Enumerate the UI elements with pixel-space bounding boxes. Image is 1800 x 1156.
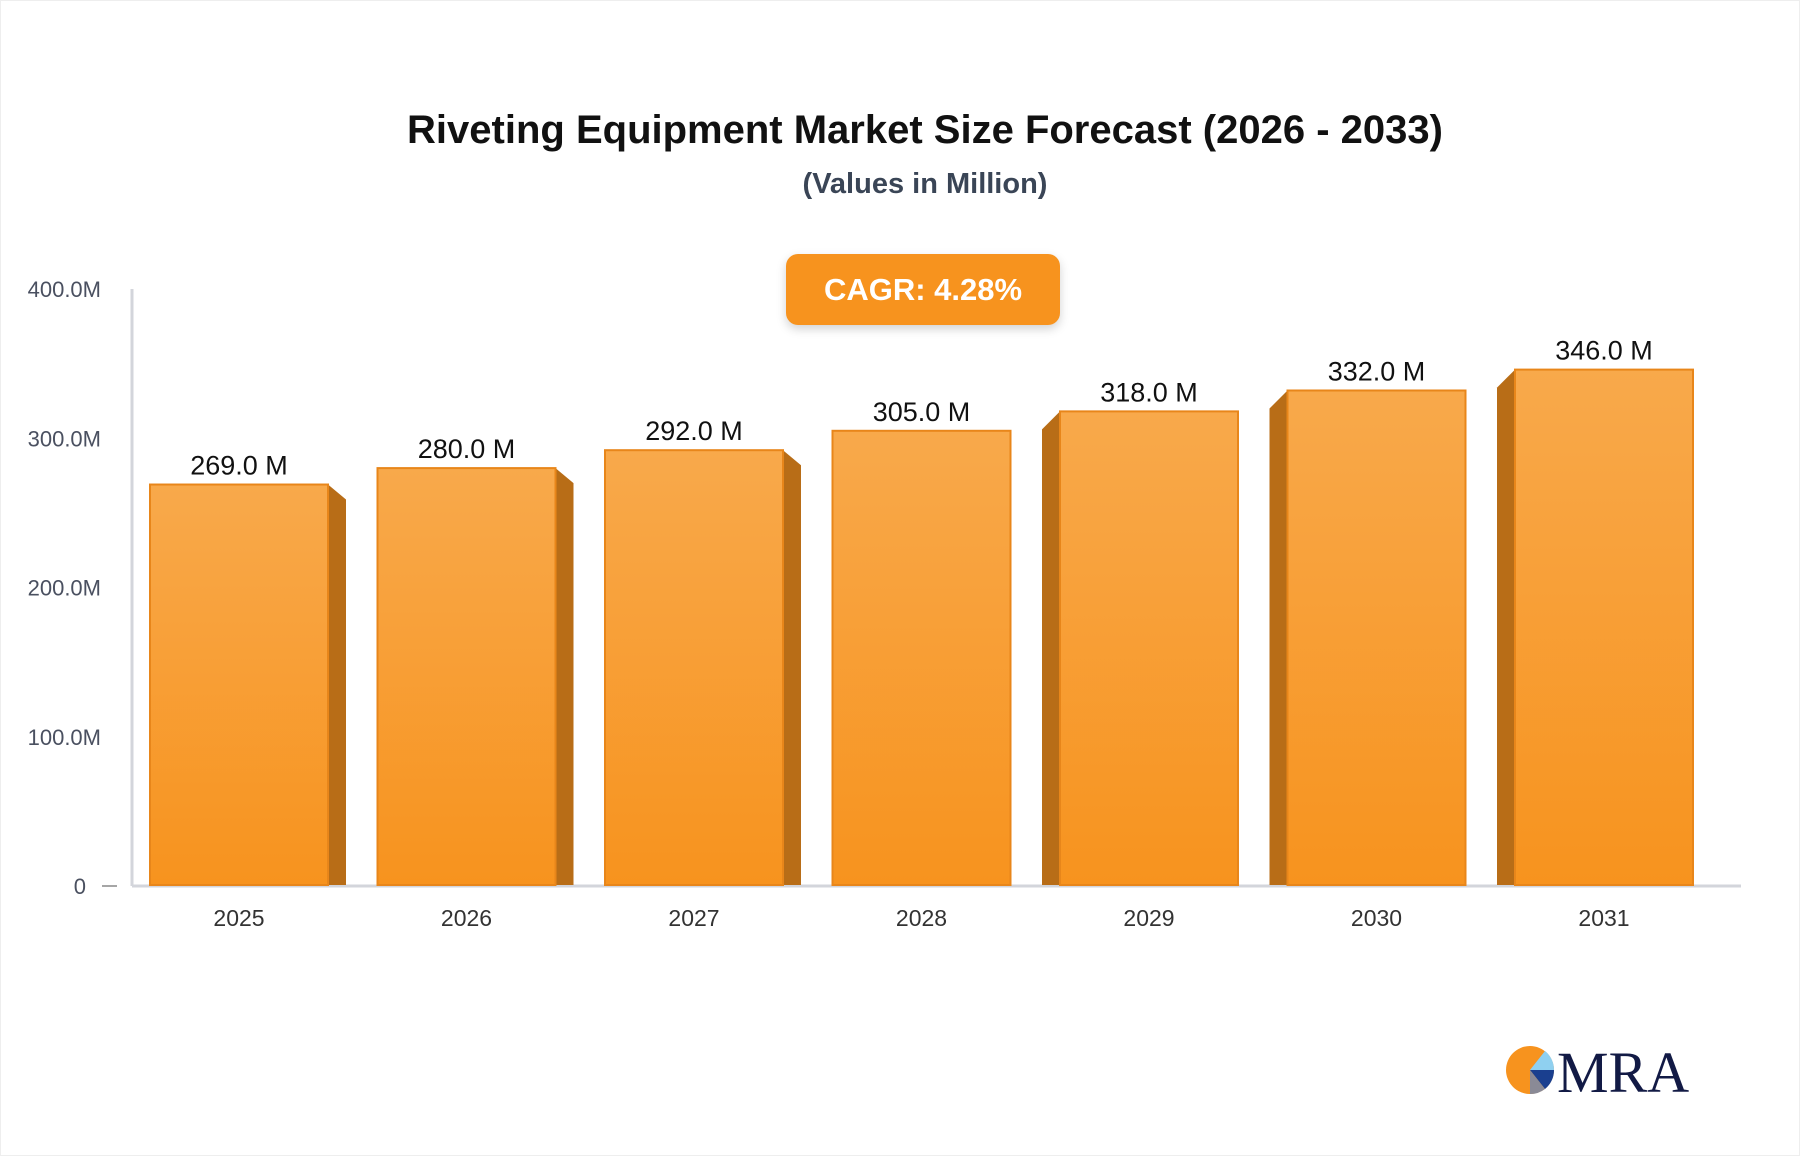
- bar: [1059, 410, 1239, 886]
- y-tick-label: 0: [74, 874, 86, 899]
- x-tick-label: 2030: [1351, 905, 1402, 931]
- bar-side-face: [555, 468, 574, 885]
- x-tick-label: 2026: [441, 905, 492, 931]
- cagr-badge: CAGR: 4.28%: [786, 254, 1060, 325]
- bar: [149, 483, 329, 886]
- logo-text: MRA: [1557, 1040, 1689, 1100]
- bar-group-2029: 318.0 M 2029: [1042, 377, 1239, 931]
- bar-group-2026: 280.0 M 2026: [376, 434, 574, 931]
- bar: [1514, 368, 1694, 887]
- bar-group-2028: 305.0 M 2028: [831, 397, 1012, 931]
- bar-value-label: 280.0 M: [418, 434, 516, 464]
- y-tick-label: 300.0M: [28, 426, 101, 451]
- x-tick-label: 2029: [1123, 905, 1174, 931]
- bar-side-face: [328, 484, 346, 885]
- y-tick-label: 200.0M: [28, 576, 101, 601]
- bar: [376, 467, 557, 886]
- bar-value-label: 292.0 M: [645, 416, 743, 446]
- bar-group-2025: 269.0 M 2025: [149, 451, 346, 931]
- x-tick-label: 2031: [1578, 905, 1629, 931]
- chart-title: Riveting Equipment Market Size Forecast …: [407, 108, 1443, 152]
- bar-side-face: [1497, 369, 1515, 886]
- bar: [1286, 389, 1467, 886]
- bar-value-label: 346.0 M: [1555, 336, 1653, 366]
- bar-side-face: [1269, 390, 1288, 885]
- bar-value-label: 332.0 M: [1328, 356, 1426, 386]
- bar: [831, 429, 1012, 886]
- y-tick-label: 400.0M: [28, 277, 101, 302]
- bar-group-2030: 332.0 M 2030: [1269, 356, 1467, 931]
- bar-value-label: 305.0 M: [873, 397, 971, 427]
- chart-subtitle: (Values in Million): [802, 168, 1048, 200]
- bar-value-label: 269.0 M: [190, 451, 288, 481]
- bar-group-2027: 292.0 M 2027: [604, 416, 801, 931]
- bar-group-2031: 346.0 M 2031: [1497, 336, 1694, 931]
- mra-logo: MRA: [1506, 1040, 1689, 1100]
- bar-side-face: [1042, 411, 1060, 885]
- x-tick-label: 2028: [896, 905, 947, 931]
- x-tick-label: 2027: [668, 905, 719, 931]
- bar-side-face: [783, 450, 801, 885]
- bar-value-label: 318.0 M: [1100, 377, 1198, 407]
- y-tick-label: 100.0M: [28, 725, 101, 750]
- bar: [604, 449, 784, 886]
- x-tick-label: 2025: [213, 905, 264, 931]
